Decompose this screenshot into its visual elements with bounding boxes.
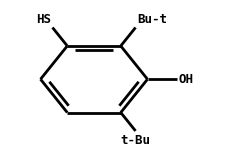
Text: HS: HS: [36, 13, 51, 26]
Text: OH: OH: [179, 73, 194, 86]
Text: t-Bu: t-Bu: [120, 134, 150, 147]
Text: Bu-t: Bu-t: [137, 13, 167, 26]
